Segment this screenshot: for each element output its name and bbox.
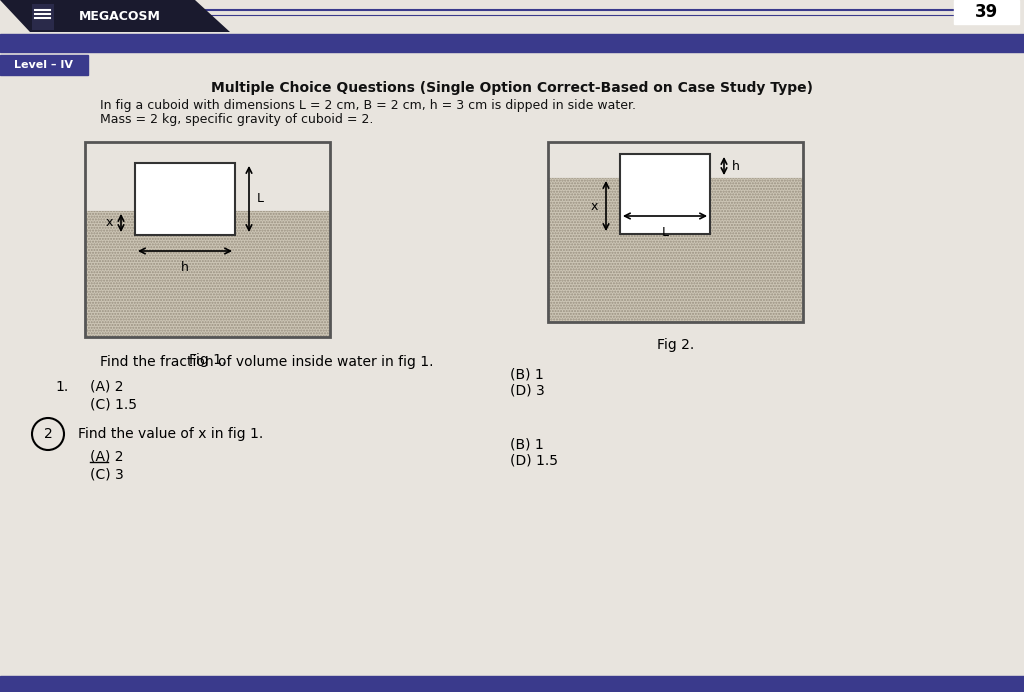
Text: (C) 1.5: (C) 1.5 [90,397,137,411]
Text: Level – IV: Level – IV [14,60,74,70]
Text: 1.: 1. [55,380,69,394]
Text: (D) 3: (D) 3 [510,383,545,397]
Bar [85,211,330,337]
Bar [0,676,1024,692]
Bar [32,4,54,30]
Text: (B) 1: (B) 1 [510,367,544,381]
Bar [548,178,803,322]
Bar [0,55,88,75]
Text: (C) 3: (C) 3 [90,467,124,481]
Bar [0,34,1024,52]
Bar [954,0,1019,24]
Text: Mass = 2 kg, specific gravity of cuboid = 2.: Mass = 2 kg, specific gravity of cuboid … [100,113,374,127]
Bar [135,163,234,235]
Text: Multiple Choice Questions (Single Option Correct-Based on Case Study Type): Multiple Choice Questions (Single Option… [211,81,813,95]
Text: (D) 1.5: (D) 1.5 [510,454,558,468]
Text: x: x [105,217,113,230]
Text: Fig 2.: Fig 2. [656,338,694,352]
Text: Find the fraction of volume inside water in fig 1.: Find the fraction of volume inside water… [100,355,433,369]
Text: 2: 2 [44,427,52,441]
Bar [548,142,803,322]
Polygon shape [0,0,230,32]
Bar [620,154,710,234]
Text: h: h [181,261,189,274]
Text: h: h [732,159,740,172]
Text: (A) 2: (A) 2 [90,449,124,463]
Text: MEGACOSM: MEGACOSM [79,10,161,23]
Text: L: L [662,226,669,239]
Bar [85,211,330,337]
Text: Find the value of x in fig 1.: Find the value of x in fig 1. [78,427,263,441]
Text: Fig 1.: Fig 1. [188,353,226,367]
Bar [85,142,330,337]
Text: (A) 2: (A) 2 [90,380,124,394]
Text: x: x [591,199,598,212]
Text: L: L [257,192,264,206]
Text: 39: 39 [975,3,997,21]
Text: In fig a cuboid with dimensions L = 2 cm, B = 2 cm, h = 3 cm is dipped in side w: In fig a cuboid with dimensions L = 2 cm… [100,98,636,111]
Bar [548,178,803,322]
Text: (B) 1: (B) 1 [510,437,544,451]
